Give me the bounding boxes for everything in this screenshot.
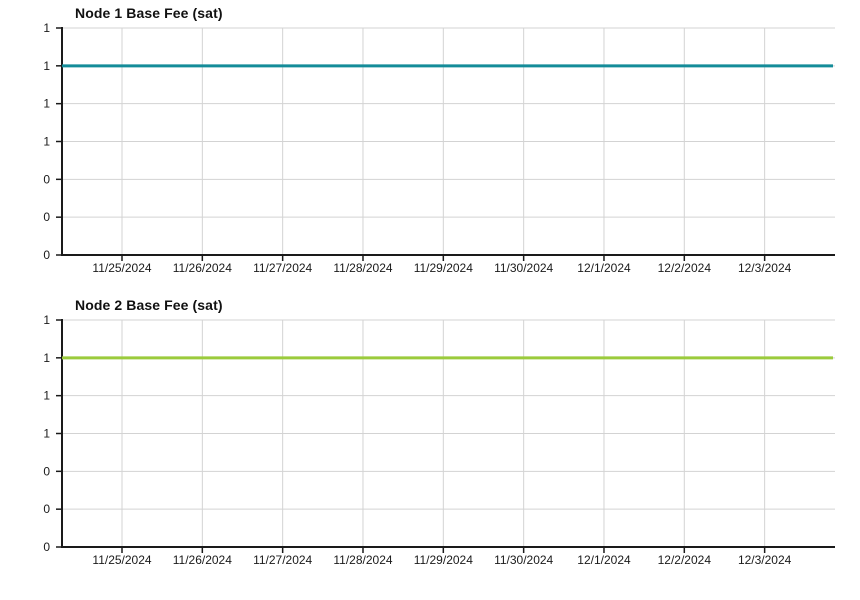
x-tick-label: 12/2/2024 [658,261,712,275]
x-tick-label: 11/29/2024 [414,553,473,567]
chart-title-node1: Node 1 Base Fee (sat) [75,5,223,21]
y-tick-label: 1 [43,427,50,441]
x-tick-label: 11/26/2024 [173,553,232,567]
x-tick-label: 11/29/2024 [414,261,473,275]
x-tick-label: 11/25/2024 [92,553,151,567]
y-tick-label: 1 [43,389,50,403]
y-tick-label: 1 [43,97,50,111]
x-tick-label: 12/1/2024 [577,261,631,275]
x-tick-label: 11/30/2024 [494,553,553,567]
y-tick-label: 1 [43,59,50,73]
y-tick-label: 1 [43,313,50,327]
x-tick-label: 11/27/2024 [253,553,312,567]
x-tick-label: 12/2/2024 [658,553,712,567]
x-tick-label: 11/27/2024 [253,261,312,275]
y-tick-label: 1 [43,135,50,149]
x-tick-label: 11/26/2024 [173,261,232,275]
chart-node2-base-fee: Node 2 Base Fee (sat) 1 1 1 1 0 0 0 11/25/2024 1… [0,292,860,583]
y-tick-label: 0 [43,248,50,262]
y-tick-label: 0 [43,540,50,554]
y-tick-label: 0 [43,210,50,224]
y-tick-label: 0 [43,502,50,516]
chart-node1-base-fee: Node 1 Base Fee (sat) 1 1 1 1 0 0 0 11/25/2024 1… [0,0,860,291]
y-tick-label: 1 [43,351,50,365]
x-tick-label: 12/3/2024 [738,261,792,275]
chart-plot-node1: 1 1 1 1 0 0 0 11/25/2024 11/26/2024 11/27/2024 11/… [43,21,835,275]
x-tick-label: 12/3/2024 [738,553,792,567]
x-tick-label: 12/1/2024 [577,553,631,567]
x-tick-label: 11/28/2024 [333,261,392,275]
x-tick-label: 11/30/2024 [494,261,553,275]
y-tick-label: 0 [43,172,50,186]
x-tick-label: 11/25/2024 [92,261,151,275]
x-tick-label: 11/28/2024 [333,553,392,567]
chart-plot-node2: 1 1 1 1 0 0 0 11/25/2024 11/26/2024 11/27/2024 11/… [43,313,835,567]
y-tick-label: 1 [43,21,50,35]
chart-title-node2: Node 2 Base Fee (sat) [75,297,223,313]
y-tick-label: 0 [43,464,50,478]
